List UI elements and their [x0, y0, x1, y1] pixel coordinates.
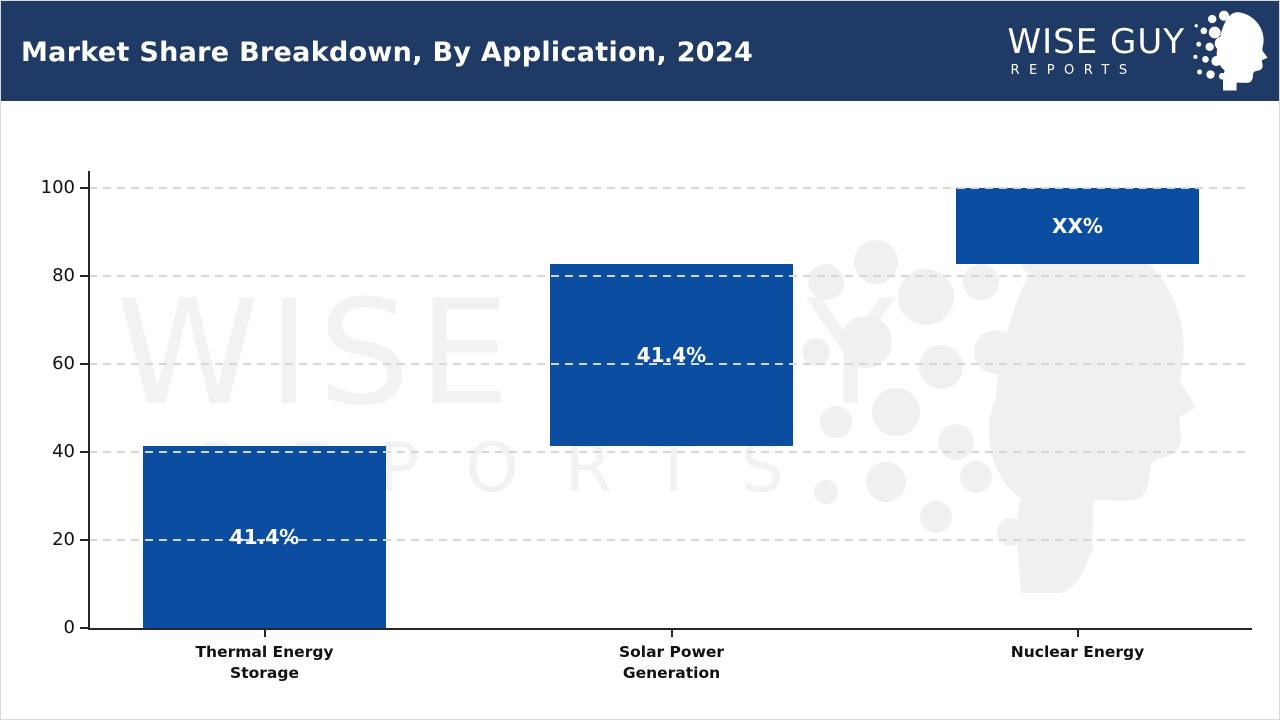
chart-title: Market Share Breakdown, By Application, …	[21, 37, 754, 68]
x-axis-spine	[88, 628, 1252, 630]
bar-value-label-thermal-energy-storage: 41.4%	[229, 524, 300, 549]
y-tick-label-20: 20	[52, 529, 75, 550]
y-tick-40	[80, 451, 88, 453]
y-tick-20	[80, 539, 88, 541]
grid-line-40	[89, 451, 1249, 453]
y-tick-60	[80, 363, 88, 365]
x-category-label-solar-power-generation: Solar Power Generation	[522, 642, 822, 684]
bar-solar-power-generation	[550, 263, 793, 446]
grid-line-80	[89, 275, 1249, 277]
bar-value-label-nuclear-energy: XX%	[1052, 213, 1103, 238]
grid-line-100	[89, 187, 1249, 189]
logo-text: WISE GUY REPORTS	[1007, 24, 1185, 78]
x-tick-solar-power-generation	[670, 630, 673, 637]
y-tick-label-60: 60	[52, 353, 75, 374]
x-category-label-thermal-energy-storage: Thermal Energy Storage	[115, 642, 415, 684]
x-category-label-line: Nuclear Energy	[1010, 643, 1145, 661]
y-tick-100	[80, 187, 88, 189]
watermark-face-dots	[802, 234, 1196, 594]
x-category-label-line: Thermal Energy	[195, 643, 334, 661]
y-tick-label-40: 40	[52, 441, 75, 462]
grid-line-20	[89, 539, 1249, 541]
x-category-label-line: Solar Power	[618, 643, 725, 661]
y-tick-80	[80, 275, 88, 277]
bar-nuclear-energy	[956, 188, 1199, 264]
bar-value-label-solar-power-generation: 41.4%	[636, 342, 707, 367]
x-category-label-line: Generation	[622, 664, 721, 682]
y-axis-spine	[88, 171, 90, 630]
header-bar: Market Share Breakdown, By Application, …	[1, 1, 1279, 101]
logo-wordmark: WISE GUY	[1007, 22, 1185, 62]
x-tick-thermal-energy-storage	[263, 630, 266, 637]
y-tick-label-80: 80	[52, 265, 75, 286]
x-category-label-line: Storage	[230, 664, 299, 682]
bar-thermal-energy-storage	[143, 445, 386, 628]
y-tick-label-0: 0	[63, 617, 75, 638]
logo-face-icon	[1193, 10, 1268, 91]
y-tick-0	[80, 627, 88, 629]
grid-line-60	[89, 363, 1249, 365]
wise-guy-reports-logo: WISE GUY REPORTS	[1007, 7, 1271, 95]
x-category-label-nuclear-energy: Nuclear Energy	[928, 642, 1228, 663]
logo-subtitle: REPORTS	[1010, 63, 1137, 78]
x-tick-nuclear-energy	[1076, 630, 1079, 637]
y-tick-label-100: 100	[40, 177, 75, 198]
